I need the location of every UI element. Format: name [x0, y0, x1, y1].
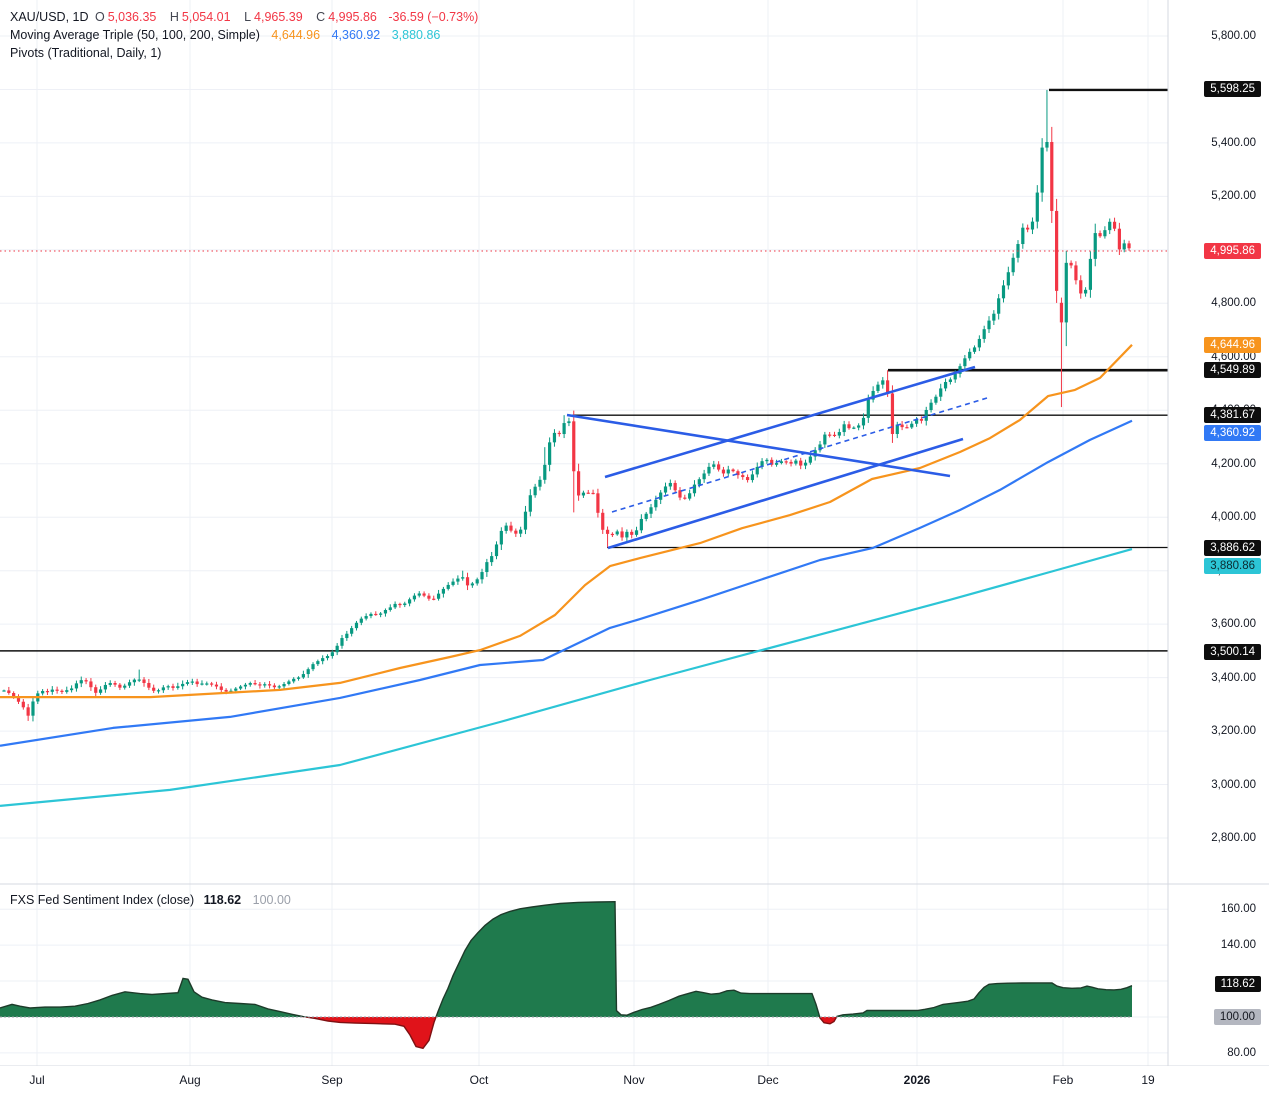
ma100-line[interactable]	[0, 419, 1133, 747]
price-axis-label: 3,600.00	[1211, 618, 1256, 631]
price-axis-badge: 4,360.92	[1204, 425, 1261, 441]
sentiment-baseline-value: 100.00	[252, 893, 291, 907]
ma-indicator-title: Moving Average Triple (50, 100, 200, Sim…	[10, 28, 260, 42]
pivots-legend-row[interactable]: Pivots (Traditional, Daily, 1)	[10, 44, 481, 62]
price-axis-label: 2,800.00	[1211, 832, 1256, 844]
time-axis-label: Aug	[179, 1073, 201, 1087]
open-label: O	[94, 10, 105, 24]
price-axis-label: 3,400.00	[1211, 671, 1256, 684]
ma50-value: 4,644.96	[271, 28, 321, 42]
change-value: -36.59 (−0.73%)	[388, 10, 479, 24]
price-axis-label: 4,000.00	[1211, 511, 1256, 524]
sentiment-axis-label: 80.00	[1227, 1046, 1256, 1059]
trendline-drawing[interactable]	[611, 397, 988, 513]
ma200-value: 3,880.86	[391, 28, 441, 42]
trendline-drawing[interactable]	[566, 413, 951, 478]
price-axis-label: 4,200.00	[1211, 457, 1256, 470]
price-axis-badge: 4,644.96	[1204, 337, 1261, 353]
sentiment-legend: FXS Fed Sentiment Index (close) 118.62 1…	[10, 891, 294, 909]
main-legend: XAU/USD, 1D O 5,036.35 H 5,054.01 L 4,965.3…	[10, 8, 481, 62]
price-axis[interactable]: 5,800.00 5,400.00 5,200.00 4,800.00 4,600.00…	[1168, 0, 1269, 1066]
price-axis-label: 4,600.00	[1211, 350, 1256, 363]
ma100-value: 4,360.92	[331, 28, 381, 42]
time-axis-label: Sep	[321, 1073, 343, 1087]
price-axis-badge: 3,500.14	[1204, 644, 1261, 660]
sentiment-value: 118.62	[203, 893, 242, 907]
high-label: H	[169, 10, 179, 24]
ma50-line[interactable]	[0, 344, 1133, 699]
close-label: C	[316, 10, 326, 24]
time-axis-label: Feb	[1052, 1073, 1074, 1087]
time-axis-label: Oct	[469, 1073, 489, 1087]
high-value: 5,054.01	[181, 10, 231, 24]
open-value: 5,036.35	[107, 10, 157, 24]
price-axis-badge: 4,549.89	[1204, 362, 1261, 378]
price-axis-badge: 3,886.62	[1204, 540, 1261, 556]
symbol-title: XAU/USD, 1D	[10, 10, 89, 24]
ma-legend-row[interactable]: Moving Average Triple (50, 100, 200, Sim…	[10, 26, 481, 44]
price-axis-badge: 4,995.86	[1204, 243, 1261, 259]
close-value: 4,995.86	[328, 10, 377, 24]
low-label: L	[244, 10, 252, 24]
trendline-drawing[interactable]	[607, 437, 964, 550]
price-axis-badge: 4,381.67	[1204, 407, 1261, 423]
price-axis-label: 3,200.00	[1211, 725, 1256, 738]
sentiment-indicator-title: FXS Fed Sentiment Index (close)	[10, 893, 195, 907]
price-axis-badge: 3,880.86	[1204, 557, 1261, 574]
price-axis-label: 5,400.00	[1211, 136, 1256, 149]
symbol-legend-row[interactable]: XAU/USD, 1D O 5,036.35 H 5,054.01 L 4,965.3…	[10, 8, 481, 26]
time-axis-label: Nov	[623, 1073, 645, 1087]
time-axis[interactable]: Jul Aug Sep Oct Nov Dec 2026 Feb 19	[0, 1066, 1269, 1095]
time-axis-label: 19	[1141, 1073, 1155, 1087]
price-axis-label: 4,800.00	[1211, 297, 1256, 310]
time-axis-label: Jul	[29, 1073, 45, 1087]
sentiment-axis-badge: 118.62	[1214, 975, 1261, 992]
sentiment-legend-row[interactable]: FXS Fed Sentiment Index (close) 118.62 1…	[10, 891, 294, 909]
sentiment-axis-label: 160.00	[1220, 903, 1256, 916]
ma200-line[interactable]	[0, 548, 1133, 807]
sentiment-outline	[0, 900, 1133, 1017]
sentiment-axis-badge: 100.00	[1213, 1009, 1261, 1025]
time-axis-label: Dec	[757, 1073, 779, 1087]
low-value: 4,965.39	[254, 10, 303, 24]
candlestick-series	[2, 89, 1131, 722]
price-axis-badge: 5,598.25	[1204, 81, 1261, 97]
price-axis-label: 5,800.00	[1211, 30, 1256, 42]
sentiment-axis-label: 140.00	[1220, 939, 1256, 952]
price-axis-label: 5,200.00	[1211, 190, 1256, 203]
pivot-level-lines	[0, 88, 1168, 652]
trendline-drawing[interactable]	[604, 365, 976, 479]
pivots-indicator-title: Pivots (Traditional, Daily, 1)	[10, 46, 162, 60]
sentiment-area-positive[interactable]	[0, 901, 1132, 1049]
price-axis-label: 3,000.00	[1211, 778, 1256, 791]
time-axis-label: 2026	[903, 1073, 931, 1087]
